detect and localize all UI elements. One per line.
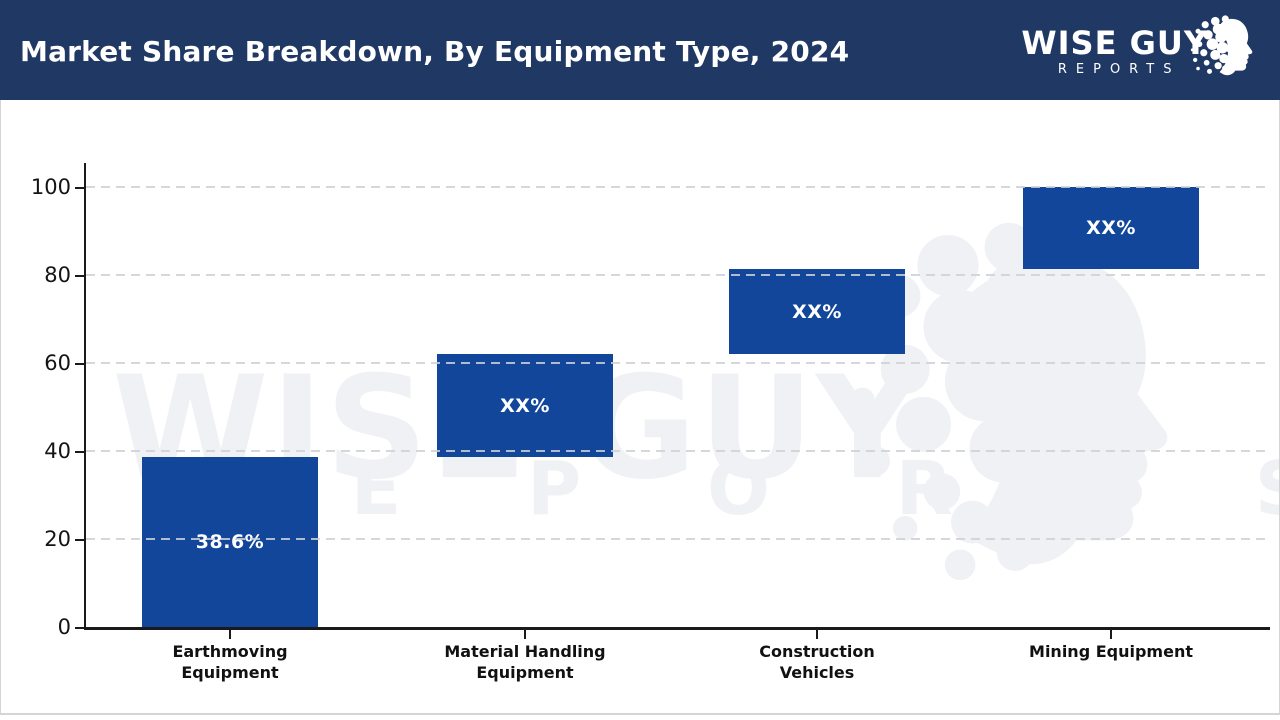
y-tick-label: 80 [44, 263, 71, 287]
chart-title: Market Share Breakdown, By Equipment Typ… [20, 34, 850, 68]
y-tick-label: 40 [44, 439, 71, 463]
y-axis-line [84, 163, 86, 630]
y-tick-mark [75, 539, 84, 541]
bar-4: XX% [1023, 187, 1199, 270]
x-tick-mark [816, 630, 818, 639]
y-tick-mark [75, 451, 84, 453]
y-tick-label: 0 [57, 615, 71, 639]
x-category-label: Earthmoving Equipment [172, 642, 288, 682]
logo-wiseguy-text: WISE GUY [1021, 24, 1208, 63]
bar-value-label: 38.6% [195, 531, 265, 554]
gridline [86, 186, 1270, 188]
bar-value-label: XX% [1086, 217, 1136, 240]
bar-2: XX% [437, 354, 613, 458]
y-tick-mark [75, 275, 84, 277]
gridline [86, 274, 1270, 276]
x-category-label: Mining Equipment [1029, 642, 1193, 661]
bar-1: 38.6% [142, 457, 318, 627]
x-tick-mark [229, 630, 231, 639]
bar-3: XX% [729, 269, 905, 355]
page-left-border [0, 100, 1, 715]
page-bottom-border [0, 713, 1280, 715]
bar-value-label: XX% [500, 394, 550, 417]
y-tick-label: 60 [44, 351, 71, 375]
gridline [86, 538, 1270, 540]
y-tick-mark [75, 363, 84, 365]
logo-text: WISE GUY REPORTS [1021, 27, 1208, 77]
header: Market Share Breakdown, By Equipment Typ… [0, 0, 1280, 100]
bar-value-label: XX% [792, 300, 842, 323]
gridline [86, 362, 1270, 364]
y-tick-label: 20 [44, 527, 71, 551]
wiseguy-logo: WISE GUY REPORTS [1021, 13, 1254, 87]
logo-head-icon [1190, 15, 1253, 76]
x-tick-mark [524, 630, 526, 639]
x-category-label: Material Handling Equipment [444, 642, 606, 682]
y-tick-mark [75, 627, 84, 629]
y-tick-label: 100 [30, 175, 71, 199]
watermark-reports-text: R E P O R T S [168, 446, 1280, 532]
x-category-label: Construction Vehicles [759, 642, 875, 682]
gridline [86, 450, 1270, 452]
x-tick-mark [1110, 630, 1112, 639]
y-tick-mark [75, 187, 84, 189]
logo-reports-text: REPORTS [1057, 61, 1181, 77]
chart-area: WISE GUY R E P O R T S 0 20 40 60 80 100 38.6%… [0, 100, 1280, 715]
x-axis-line [84, 627, 1270, 630]
